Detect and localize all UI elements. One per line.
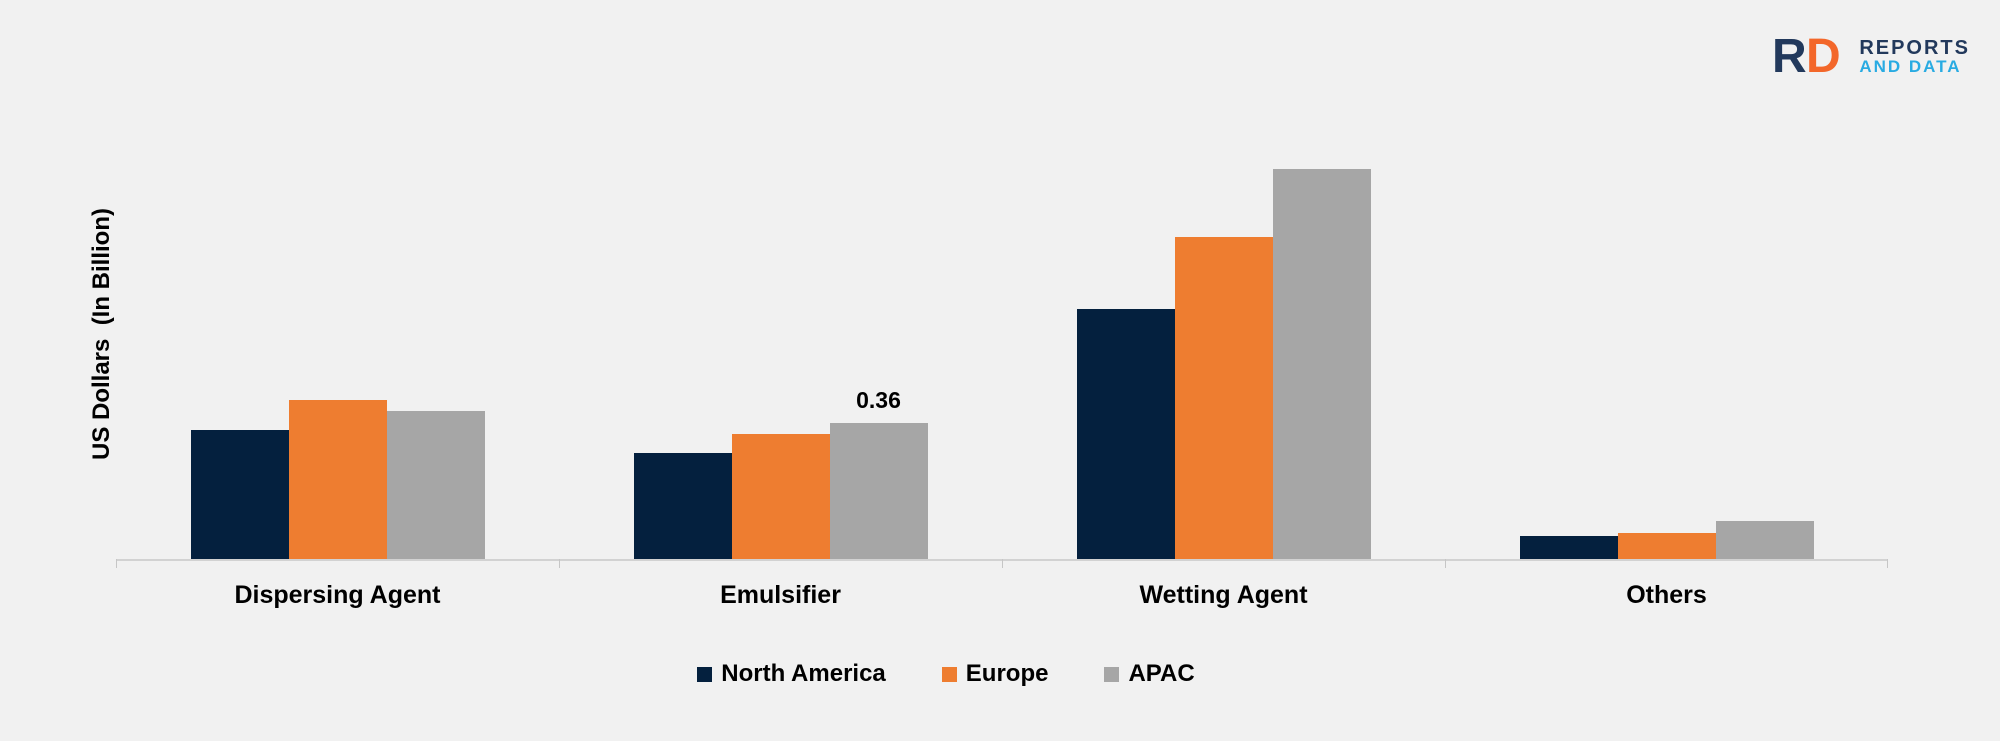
- legend-item-north-america: North America: [697, 660, 886, 688]
- bar-europe-emulsifier: [731, 434, 830, 559]
- bar-apac-emulsifier: [829, 422, 928, 559]
- bar-north-america-others: [1519, 536, 1618, 559]
- axis-tick: [1445, 559, 1446, 568]
- legend-item-apac: APAC: [1104, 660, 1195, 688]
- legend-label-europe: Europe: [965, 660, 1049, 687]
- plot-area: Dispersing Agent Emulsifier Wetting Agent O…: [116, 120, 1888, 609]
- legend-swatch-apac: [1104, 666, 1120, 682]
- bar-europe-others: [1617, 532, 1716, 559]
- brand-logo-text: REPORTS AND DATA: [1859, 38, 1970, 75]
- brand-logo-mark: R D: [1772, 34, 1841, 78]
- brand-name-line1: REPORTS: [1859, 36, 1970, 59]
- brand-name-line2: AND DATA: [1859, 56, 1962, 76]
- x-axis-label-emulsifier: Emulsifier: [720, 581, 841, 609]
- bar-apac-dispersing-agent: [386, 411, 485, 559]
- axis-tick: [116, 559, 117, 568]
- data-label-apac-emulsifier: 0.36: [856, 386, 901, 413]
- bar-north-america-emulsifier: [633, 453, 732, 559]
- bar-north-america-wetting-agent: [1076, 309, 1175, 559]
- legend-swatch-europe: [941, 666, 957, 682]
- axis-tick: [559, 559, 560, 568]
- x-axis-label-others: Others: [1626, 581, 1707, 609]
- logo-letter-d: D: [1806, 34, 1841, 78]
- legend-swatch-north-america: [697, 666, 713, 682]
- x-axis-label-wetting-agent: Wetting Agent: [1139, 581, 1308, 609]
- legend-item-europe: Europe: [941, 660, 1049, 688]
- bar-apac-others: [1715, 521, 1814, 559]
- bar-europe-dispersing-agent: [288, 400, 387, 559]
- y-axis-title: US Dollars (In Billion): [88, 208, 115, 461]
- x-axis-label-dispersing-agent: Dispersing Agent: [234, 581, 441, 609]
- legend-label-north-america: North America: [721, 660, 886, 687]
- axis-tick: [1002, 559, 1003, 568]
- bar-north-america-dispersing-agent: [190, 430, 289, 559]
- bar-apac-wetting-agent: [1272, 169, 1371, 559]
- brand-logo: R D REPORTS AND DATA: [1772, 34, 1970, 78]
- axis-tick: [1887, 559, 1888, 568]
- legend-label-apac: APAC: [1128, 660, 1195, 687]
- legend: North America Europe APAC: [116, 660, 1776, 688]
- bar-europe-wetting-agent: [1174, 237, 1273, 559]
- logo-letter-r: R: [1772, 34, 1807, 78]
